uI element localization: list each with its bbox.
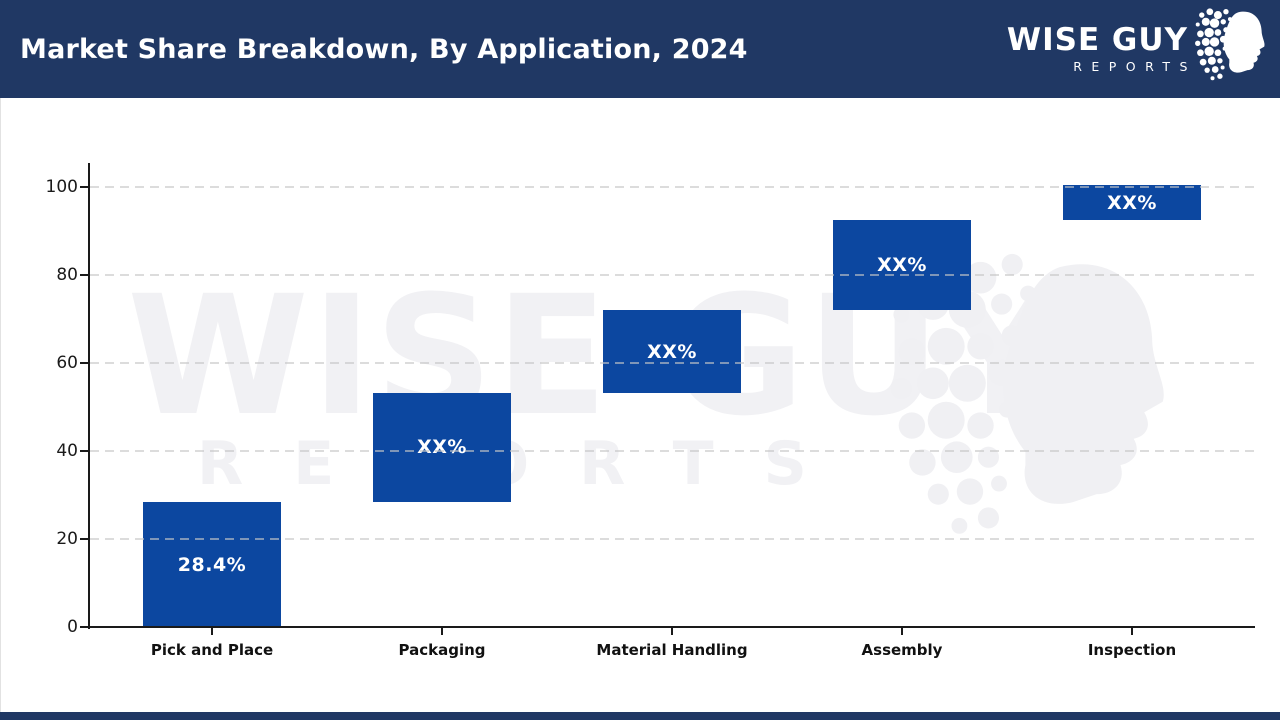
chart-area: WISE GUY REPORTS 28.4% Pick and Place XX% P… [0, 98, 1280, 712]
gridline-40 [90, 450, 1255, 452]
bar-pick-and-place: 28.4% [143, 502, 281, 627]
y-tick-40 [80, 450, 88, 452]
bar-assembly: XX% [833, 220, 971, 311]
x-tick-material-handling [671, 628, 673, 635]
x-axis-label-inspection: Inspection [1087, 641, 1177, 659]
y-axis-spine [88, 163, 90, 629]
y-tick-label-20: 20 [56, 529, 78, 549]
y-tick-label-40: 40 [56, 441, 78, 461]
brand-logo: WISE GUY REPORTS [1007, 7, 1270, 91]
y-tick-label-60: 60 [56, 353, 78, 373]
gridline-80 [90, 274, 1255, 276]
y-tick-label-0: 0 [67, 617, 78, 637]
x-tick-assembly [901, 628, 903, 635]
gridline-100 [90, 186, 1255, 188]
x-axis-label-packaging: Packaging [398, 641, 486, 659]
brand-wordmark: WISE GUY REPORTS [1006, 21, 1188, 74]
x-axis-spine [88, 626, 1255, 628]
x-tick-pick-and-place [211, 628, 213, 635]
footer-strip [0, 712, 1280, 720]
x-axis-label-assembly: Assembly [861, 641, 943, 659]
brand-subtitle: REPORTS [1073, 58, 1197, 74]
watermark-subtitle: REPORTS [197, 429, 857, 499]
gridline-20 [90, 538, 1255, 540]
bar-value-label-assembly: XX% [877, 254, 927, 277]
bar-inspection: XX% [1063, 185, 1201, 221]
y-tick-label-80: 80 [56, 265, 78, 285]
bar-material-handling: XX% [603, 310, 741, 393]
x-axis-label-material-handling: Material Handling [596, 641, 748, 659]
page-title: Market Share Breakdown, By Application, … [20, 33, 748, 65]
y-tick-60 [80, 362, 88, 364]
bar-value-label-packaging: XX% [417, 436, 467, 459]
bar-value-label-material-handling: XX% [647, 340, 697, 363]
bar-value-label-inspection: XX% [1107, 191, 1157, 214]
y-tick-80 [80, 274, 88, 276]
y-tick-100 [80, 186, 88, 188]
x-tick-packaging [441, 628, 443, 635]
brand-face-icon [1195, 8, 1265, 81]
x-axis-label-pick-and-place: Pick and Place [150, 641, 274, 659]
gridline-60 [90, 362, 1255, 364]
bar-packaging: XX% [373, 392, 511, 503]
x-tick-inspection [1131, 628, 1133, 635]
y-tick-20 [80, 538, 88, 540]
header: Market Share Breakdown, By Application, … [0, 0, 1280, 98]
brand-name: WISE GUY [1006, 21, 1188, 58]
y-tick-0 [80, 626, 88, 628]
bar-value-label-pick-and-place: 28.4% [177, 553, 247, 576]
y-tick-label-100: 100 [45, 177, 78, 197]
